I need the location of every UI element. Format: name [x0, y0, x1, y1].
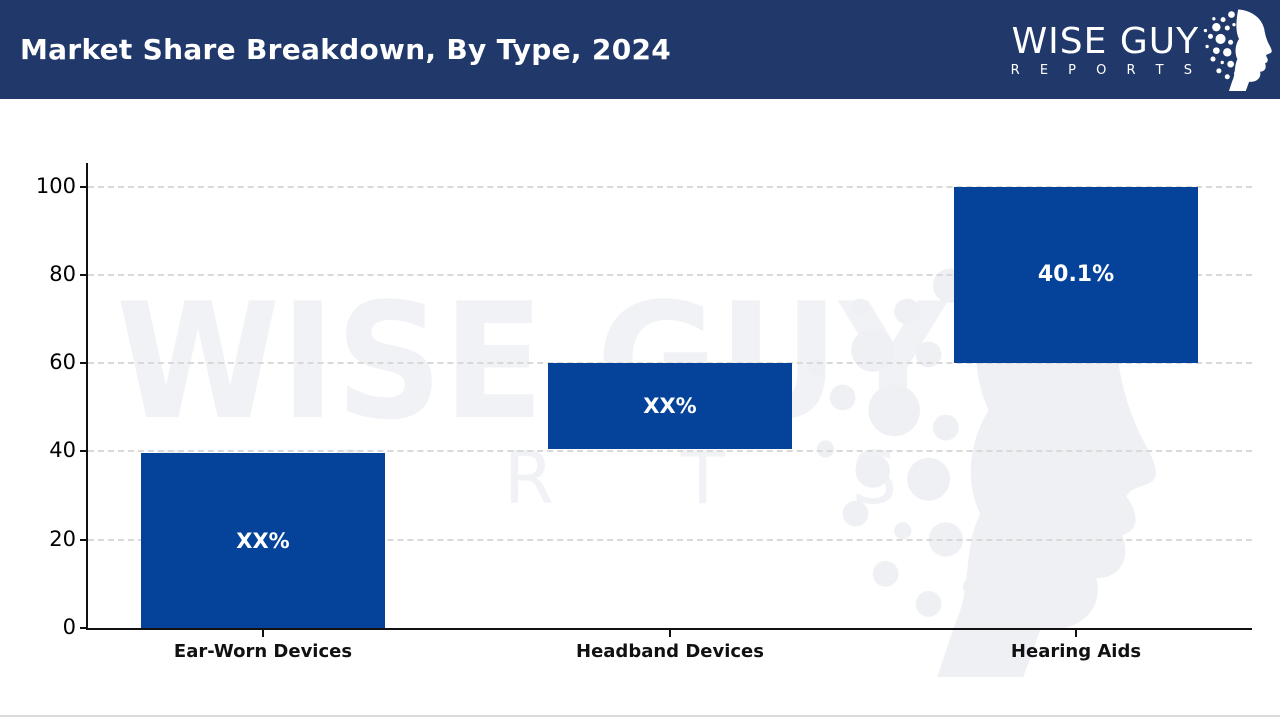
y-axis-tick-label: 0 [62, 615, 76, 639]
y-axis-tick [80, 627, 88, 629]
watermark-wordmark: WISE GUY [116, 268, 947, 455]
y-axis-tick [80, 450, 88, 453]
bar-value-label: 40.1% [1037, 262, 1115, 288]
logo-subtitle: R E P O R T S [1010, 63, 1200, 78]
x-axis-line [86, 628, 1252, 630]
y-axis-tick [80, 185, 88, 188]
bottom-divider [0, 715, 1280, 717]
y-axis-tick-label: 60 [49, 350, 76, 375]
logo-text: WISE GUY R E P O R T S [1011, 21, 1200, 78]
logo-wordmark: WISE GUY [1011, 21, 1200, 62]
bar-value-label: XX% [643, 394, 697, 419]
y-axis-tick [80, 362, 88, 365]
x-axis-category-label: Headband Devices [576, 641, 764, 662]
gridline-y80 [88, 273, 1252, 276]
wise-guy-logo: WISE GUY R E P O R T S [1011, 0, 1272, 99]
bar-hearing-aids: 40.1% [954, 186, 1198, 364]
y-axis-tick-label: 40 [49, 438, 76, 463]
bar-headband-devices: XX% [548, 363, 792, 450]
y-axis-tick-label: 20 [49, 526, 76, 551]
gridline-y100 [88, 185, 1252, 188]
header-band: Market Share Breakdown, By Type, 2024 WI… [0, 0, 1280, 99]
logo-head-profile-icon [1203, 9, 1272, 91]
y-axis-tick [80, 538, 88, 541]
gridline-y20 [88, 538, 1252, 541]
x-axis-category-label: Ear-Worn Devices [173, 641, 353, 662]
x-axis-category-label: Hearing Aids [1010, 641, 1142, 662]
x-axis-tick [669, 629, 671, 637]
y-axis-tick-label: 100 [35, 173, 76, 198]
watermark-head-profile [808, 259, 1157, 677]
x-axis-tick [262, 629, 264, 637]
bar-chart-plot-area: 0 20 40 60 80 100 XX% XX% 40.1% Ear-Worn Devices H… [0, 99, 1280, 716]
y-axis-tick [80, 273, 88, 276]
gridline-y40 [88, 450, 1252, 453]
y-axis-line [86, 163, 88, 630]
x-axis-tick [1075, 629, 1077, 637]
bar-value-label: XX% [236, 528, 290, 553]
y-axis-tick-label: 80 [49, 261, 76, 286]
chart-title: Market Share Breakdown, By Type, 2024 [20, 33, 672, 66]
bar-ear-worn-devices: XX% [141, 453, 385, 628]
